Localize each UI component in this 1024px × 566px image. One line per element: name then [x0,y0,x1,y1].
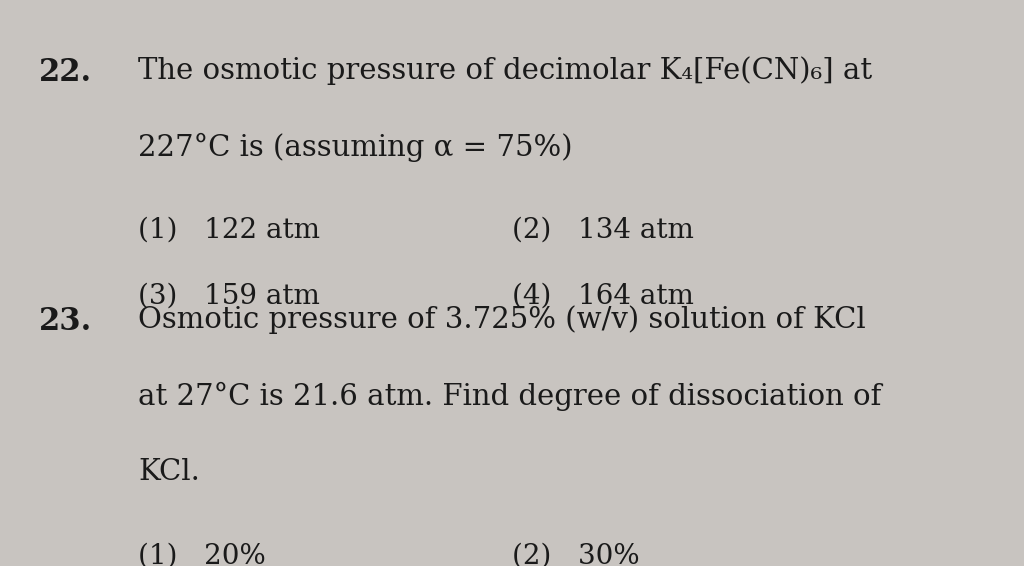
Text: 22.: 22. [39,57,92,88]
Text: Osmotic pressure of 3.725% (w/v) solution of KCl: Osmotic pressure of 3.725% (w/v) solutio… [138,306,866,335]
Text: (1)   20%: (1) 20% [138,542,266,566]
Text: KCl.: KCl. [138,458,200,486]
Text: (2)   30%: (2) 30% [512,542,640,566]
Text: (3)   159 atm: (3) 159 atm [138,282,321,309]
Text: (2)   134 atm: (2) 134 atm [512,217,694,244]
Text: 227°C is (assuming α = 75%): 227°C is (assuming α = 75%) [138,133,572,162]
Text: (1)   122 atm: (1) 122 atm [138,217,321,244]
Text: at 27°C is 21.6 atm. Find degree of dissociation of: at 27°C is 21.6 atm. Find degree of diss… [138,382,882,411]
Text: 23.: 23. [39,306,92,337]
Text: The osmotic pressure of decimolar K₄[Fe(CN)₆] at: The osmotic pressure of decimolar K₄[Fe(… [138,57,872,85]
Text: (4)   164 atm: (4) 164 atm [512,282,694,309]
